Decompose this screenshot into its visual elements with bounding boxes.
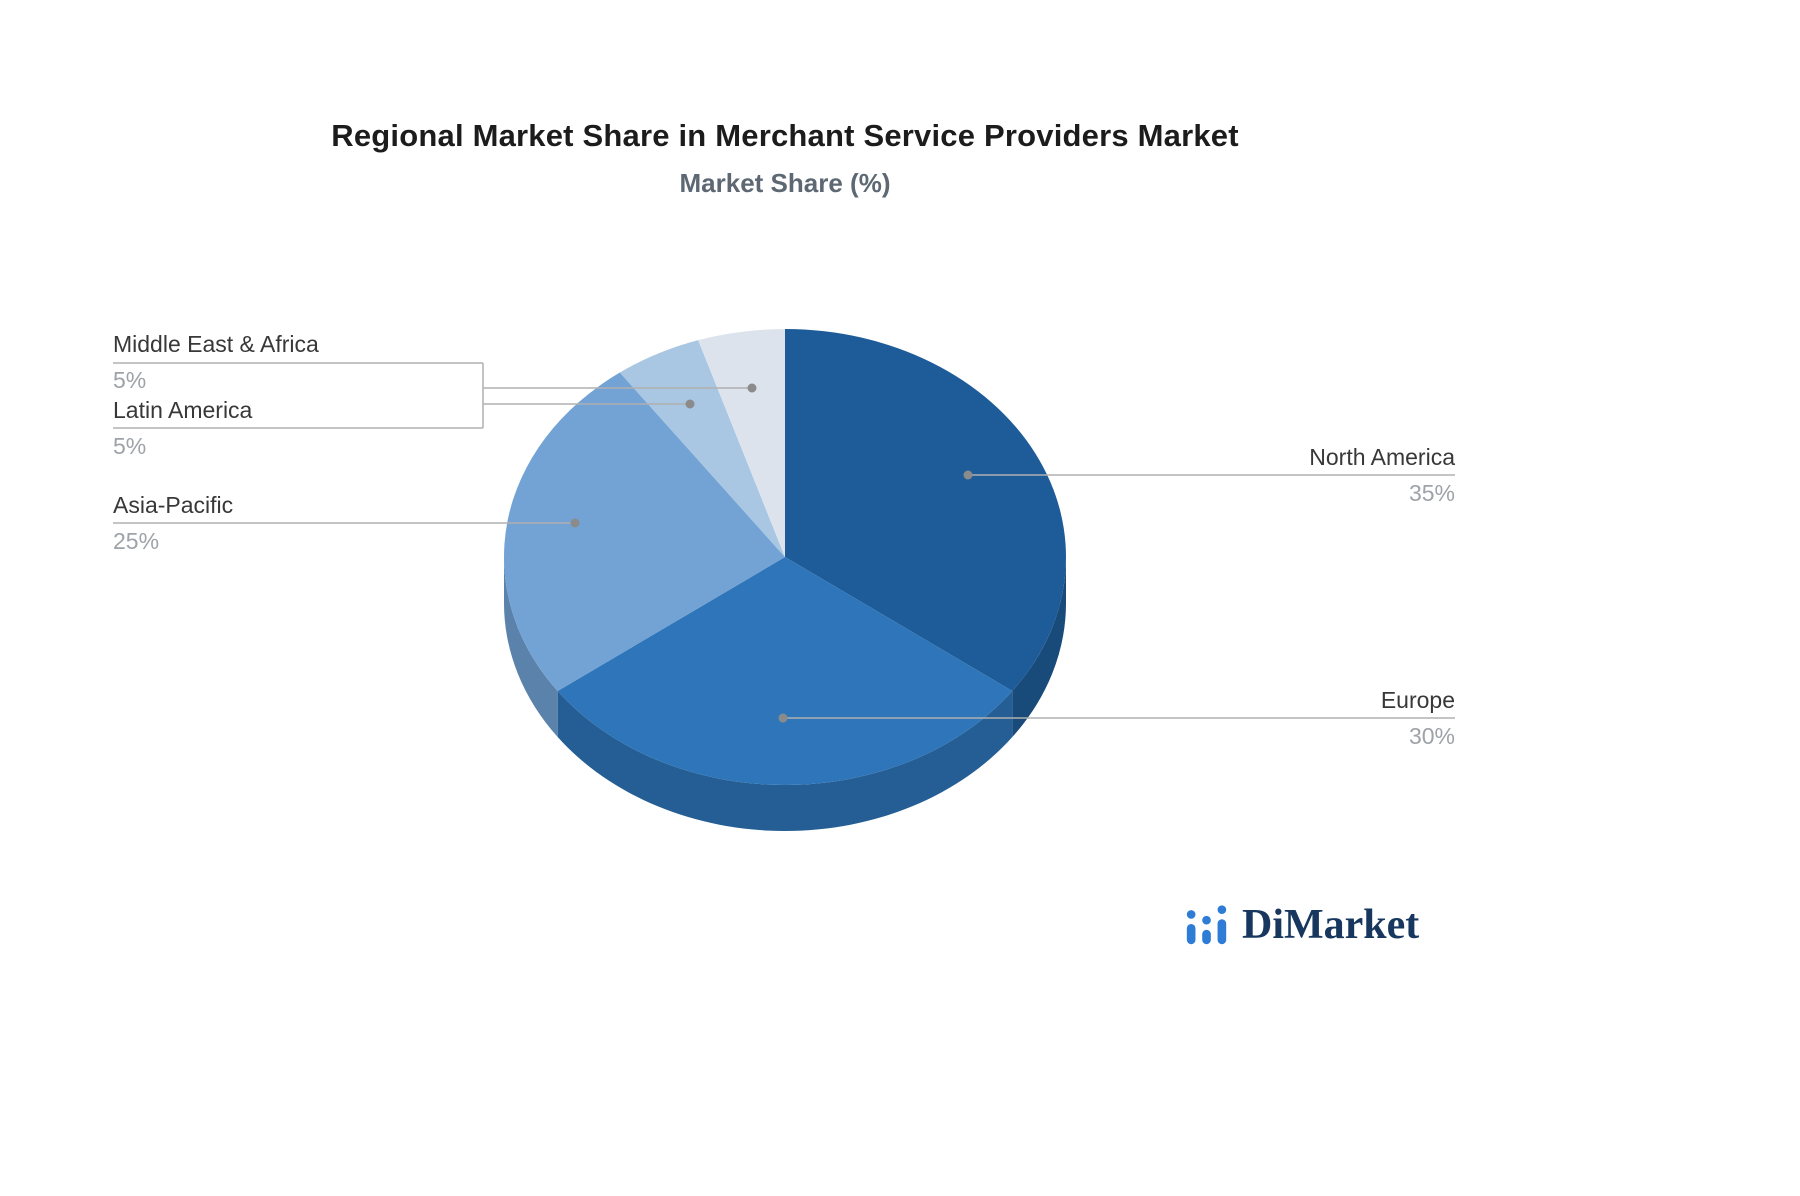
callout-north-america: North America 35% <box>1309 444 1455 507</box>
callout-label: North America <box>1309 444 1455 470</box>
leader-dot-latin-america <box>685 399 695 409</box>
chart-subtitle: Market Share (%) <box>679 168 891 198</box>
pie-slice-asia-pacific[interactable] <box>504 372 785 692</box>
callout-middle-east-africa: Middle East & Africa 5% <box>113 331 319 394</box>
callout-asia-pacific: Asia-Pacific 25% <box>113 492 233 555</box>
leader-dot-middle-east-africa <box>747 383 757 393</box>
pie-slice-side-asia-pacific <box>504 557 558 738</box>
pie-slice-north-america[interactable] <box>785 329 1066 692</box>
callout-value: 5% <box>113 367 147 393</box>
callout-label: Europe <box>1380 687 1455 713</box>
brand-name: DiMarket <box>1242 902 1420 948</box>
dimarket-logo-icon <box>1186 905 1227 945</box>
chart-title: Regional Market Share in Merchant Servic… <box>331 118 1239 153</box>
callout-label: Middle East & Africa <box>113 331 319 357</box>
callout-label: Asia-Pacific <box>113 492 234 518</box>
leader-dot-asia-pacific <box>570 518 580 528</box>
leader-dot-north-america <box>963 470 973 480</box>
callout-europe: Europe 30% <box>1381 687 1455 750</box>
leader-dot-europe <box>778 713 788 723</box>
pie-slice-middle-east-africa[interactable] <box>698 329 785 557</box>
pie-slice-side-north-america <box>1012 557 1066 738</box>
callout-latin-america: Latin America 5% <box>113 397 252 460</box>
pie-slice-side-europe <box>557 691 1013 831</box>
callout-value: 35% <box>1408 480 1455 506</box>
pie-slice-europe[interactable] <box>557 557 1013 785</box>
callout-value: 25% <box>113 528 160 554</box>
callout-value: 5% <box>113 433 147 459</box>
brand-logo: DiMarket <box>1183 900 1419 950</box>
callout-label: Latin America <box>113 397 253 423</box>
pie-slice-latin-america[interactable] <box>619 340 785 557</box>
callout-value: 30% <box>1408 723 1455 749</box>
